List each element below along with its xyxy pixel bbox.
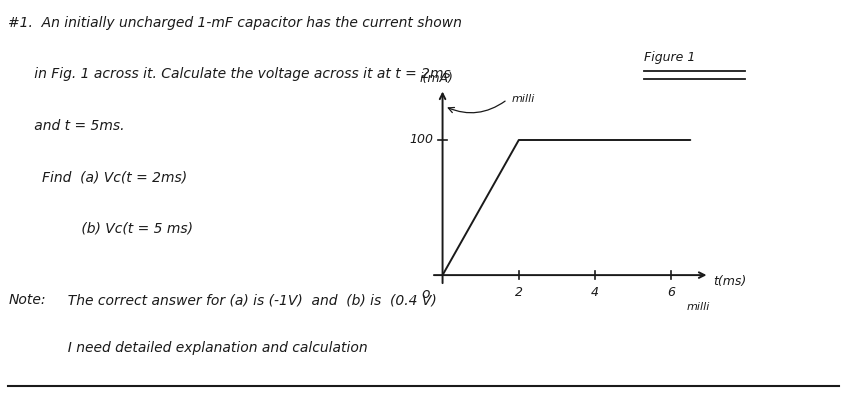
Text: Find  (a) Vc(t = 2ms): Find (a) Vc(t = 2ms) bbox=[42, 170, 187, 184]
Text: milli: milli bbox=[686, 302, 710, 312]
Text: Figure 1: Figure 1 bbox=[644, 51, 695, 65]
Text: o: o bbox=[421, 287, 429, 301]
Text: #1.  An initially uncharged 1-mF capacitor has the current shown: #1. An initially uncharged 1-mF capacito… bbox=[8, 16, 462, 30]
Text: i(mA): i(mA) bbox=[420, 72, 454, 85]
Text: 4: 4 bbox=[591, 286, 599, 299]
Text: t(ms): t(ms) bbox=[713, 275, 746, 288]
Text: 2: 2 bbox=[515, 286, 523, 299]
Text: Note:: Note: bbox=[8, 293, 46, 307]
Text: and t = 5ms.: and t = 5ms. bbox=[8, 119, 125, 133]
Text: milli: milli bbox=[512, 95, 534, 105]
Text: in Fig. 1 across it. Calculate the voltage across it at t = 2ms: in Fig. 1 across it. Calculate the volta… bbox=[8, 67, 451, 81]
Text: (b) Vc(t = 5 ms): (b) Vc(t = 5 ms) bbox=[42, 222, 193, 236]
Text: I need detailed explanation and calculation: I need detailed explanation and calculat… bbox=[59, 341, 368, 354]
Text: 6: 6 bbox=[667, 286, 675, 299]
Text: The correct answer for (a) is (-1V)  and  (b) is  (0.4 V): The correct answer for (a) is (-1V) and … bbox=[59, 293, 437, 307]
Text: 100: 100 bbox=[409, 133, 433, 147]
